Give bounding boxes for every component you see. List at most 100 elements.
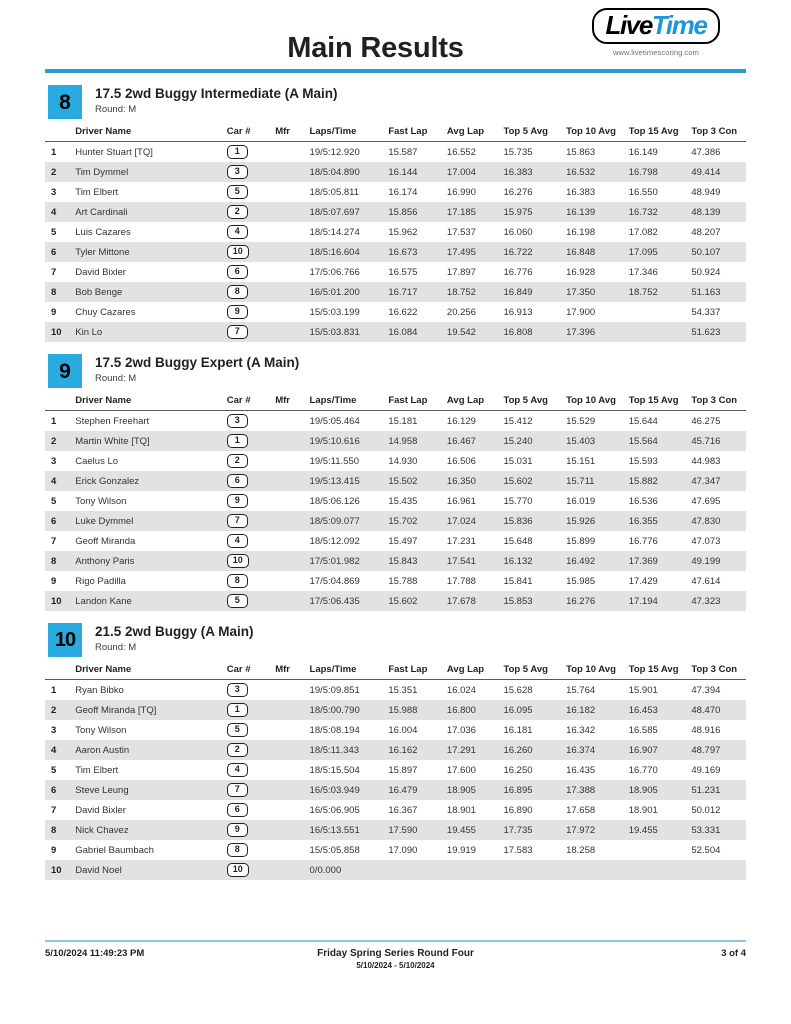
class-name: 21.5 2wd Buggy (A Main) — [95, 624, 254, 639]
cell-avg-lap: 16.961 — [446, 495, 476, 507]
car-number-badge: 5 — [226, 594, 248, 608]
cell-fast-lap: 16.174 — [388, 186, 418, 198]
cell-laps-time: 18/5:00.790 — [305, 700, 385, 720]
cell-pos: 6 — [45, 242, 72, 262]
table-row: 3 Tony Wilson 5 18/5:08.194 16.004 17.036 16.1… — [45, 720, 746, 740]
cell-avg-lap: 17.185 — [442, 202, 500, 222]
cell-top5: 16.276 — [503, 186, 533, 198]
cell-mfr — [271, 840, 305, 860]
column-header-mfr: Mfr — [271, 661, 306, 680]
cell-laps-time: 18/5:12.092 — [309, 535, 360, 547]
cell-top10: 16.276 — [562, 591, 625, 611]
table-row: 5 Tony Wilson 9 18/5:06.126 15.435 16.961 15.7… — [45, 491, 746, 511]
table-row: 1 Stephen Freehart 3 19/5:05.464 15.181 16.12… — [45, 411, 746, 432]
cell-top3con: 45.716 — [687, 431, 746, 451]
cell-top15: 16.453 — [624, 700, 688, 720]
car-number-badge: 6 — [226, 265, 248, 279]
cell-fast-lap: 16.622 — [388, 306, 418, 318]
cell-driver: Tim Elbert — [75, 764, 119, 776]
column-header-avg-lap: Avg Lap — [442, 123, 500, 142]
cell-top3con: 49.169 — [691, 764, 721, 776]
footer-timestamp: 5/10/2024 11:49:23 PM — [45, 948, 145, 959]
cell-mfr — [271, 720, 305, 740]
footer-divider — [45, 940, 746, 942]
cell-car-number: 9 — [223, 491, 271, 511]
cell-fast-lap: 15.502 — [384, 471, 443, 491]
cell-pos: 2 — [45, 162, 72, 182]
column-header-top3con: Top 3 Con — [687, 392, 746, 411]
car-number-badge: 1 — [226, 434, 248, 448]
cell-driver: Steve Leung — [71, 780, 223, 800]
cell-fast-lap: 16.084 — [384, 322, 443, 342]
cell-top10: 16.019 — [566, 495, 596, 507]
cell-mfr — [271, 531, 305, 551]
cell-laps-time: 17/5:06.766 — [309, 266, 360, 278]
cell-laps-time: 15/5:03.831 — [305, 322, 385, 342]
car-number-badge: 7 — [226, 514, 248, 528]
car-number-badge: 4 — [226, 225, 248, 239]
column-header-avg-lap: Avg Lap — [442, 392, 500, 411]
cell-avg-lap: 17.541 — [442, 551, 500, 571]
cell-fast-lap: 16.575 — [388, 266, 418, 278]
cell-pos: 6 — [45, 780, 72, 800]
cell-laps-time: 19/5:13.415 — [305, 471, 385, 491]
cell-avg-lap: 17.897 — [446, 266, 476, 278]
cell-mfr — [271, 800, 305, 820]
cell-top10: 17.972 — [562, 820, 625, 840]
cell-top5: 16.132 — [499, 551, 563, 571]
cell-top10: 17.388 — [562, 780, 625, 800]
cell-mfr — [271, 322, 306, 342]
cell-top5: 16.260 — [499, 740, 563, 760]
cell-pos: 5 — [51, 764, 57, 776]
cell-top15: 16.798 — [624, 162, 688, 182]
cell-mfr — [271, 282, 306, 302]
car-number-badge: 9 — [226, 305, 248, 319]
table-row: 10 Landon Kane 5 17/5:06.435 15.602 17.678 15.… — [45, 591, 746, 611]
cell-laps-time: 18/5:11.343 — [305, 740, 385, 760]
cell-top3con: 48.470 — [687, 700, 746, 720]
class-header: 10 21.5 2wd Buggy (A Main) Round: M — [45, 623, 746, 657]
cell-top3con: 52.504 — [691, 844, 721, 856]
cell-top10: 15.764 — [566, 684, 596, 696]
cell-laps-time: 18/5:04.890 — [305, 162, 385, 182]
cell-pos: 9 — [51, 575, 57, 587]
cell-top10: 15.863 — [566, 146, 596, 158]
column-header-mfr: Mfr — [271, 123, 306, 142]
cell-avg-lap: 19.455 — [442, 820, 500, 840]
class-name: 17.5 2wd Buggy Expert (A Main) — [95, 355, 300, 370]
column-header-avg-lap: Avg Lap — [442, 661, 500, 680]
cell-pos: 7 — [51, 804, 57, 816]
cell-top10 — [562, 860, 625, 880]
cell-fast-lap: 15.856 — [384, 202, 443, 222]
cell-top10: 15.985 — [566, 575, 596, 587]
cell-pos: 8 — [45, 820, 72, 840]
cell-car-number: 8 — [223, 840, 271, 860]
cell-avg-lap: 19.919 — [446, 844, 476, 856]
class-number-badge: 10 — [48, 623, 82, 657]
cell-avg-lap: 17.231 — [446, 535, 476, 547]
cell-top3con: 47.394 — [691, 684, 721, 696]
car-number-badge: 10 — [226, 245, 249, 259]
table-row: 3 Caelus Lo 2 19/5:11.550 14.930 16.506 15.031… — [45, 451, 746, 471]
column-header-top5: Top 5 Avg — [499, 661, 563, 680]
car-number-badge: 9 — [226, 494, 248, 508]
car-number-badge: 10 — [226, 554, 249, 568]
cell-driver: Landon Kane — [71, 591, 223, 611]
cell-mfr — [271, 760, 305, 780]
cell-top10: 17.396 — [562, 322, 625, 342]
column-header-laps-time: Laps/Time — [305, 123, 385, 142]
cell-top15: 17.194 — [624, 591, 688, 611]
cell-car-number: 3 — [222, 162, 272, 182]
cell-top5: 16.722 — [499, 242, 563, 262]
class-title-group: 17.5 2wd Buggy Intermediate (A Main) Roun… — [95, 85, 338, 117]
cell-avg-lap: 16.024 — [446, 684, 476, 696]
cell-laps-time: 19/5:12.920 — [309, 146, 360, 158]
cell-top15: 17.346 — [628, 266, 658, 278]
cell-driver: Luis Cazares — [75, 226, 131, 238]
class-block: 9 17.5 2wd Buggy Expert (A Main) Round: M D… — [45, 354, 746, 611]
cell-car-number: 6 — [223, 800, 271, 820]
table-row: 9 Gabriel Baumbach 8 15/5:05.858 17.090 19.91… — [45, 840, 746, 860]
cell-car-number: 10 — [222, 242, 272, 262]
table-row: 4 Aaron Austin 2 18/5:11.343 16.162 17.291 16.… — [45, 740, 746, 760]
